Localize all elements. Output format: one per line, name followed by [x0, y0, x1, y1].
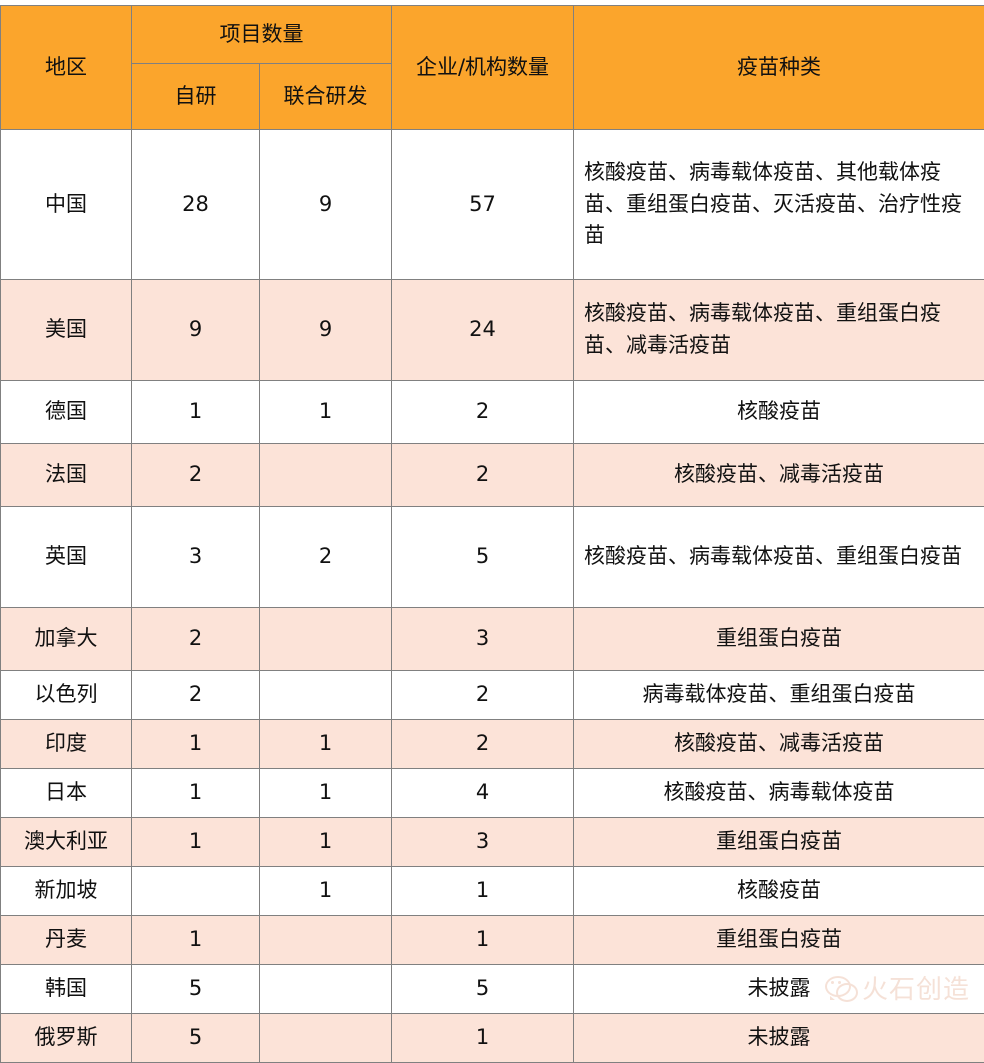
cell-self-developed: 2: [132, 608, 260, 671]
table-row: 法国 2 2 核酸疫苗、减毒活疫苗: [1, 444, 984, 507]
table-row: 美国 9 9 24 核酸疫苗、病毒载体疫苗、重组蛋白疫苗、减毒活疫苗: [1, 280, 984, 381]
cell-joint-developed: [260, 916, 392, 965]
cell-self-developed: 1: [132, 916, 260, 965]
table-row: 德国 1 1 2 核酸疫苗: [1, 381, 984, 444]
header-row-top: 地区 项目数量 企业/机构数量 疫苗种类: [1, 6, 984, 64]
cell-self-developed: 5: [132, 965, 260, 1014]
column-header-vaccine-types: 疫苗种类: [574, 6, 984, 130]
table-row: 俄罗斯 5 1 未披露: [1, 1014, 984, 1063]
column-header-joint-developed: 联合研发: [260, 64, 392, 130]
cell-vaccine-types: 核酸疫苗、病毒载体疫苗、重组蛋白疫苗、减毒活疫苗: [574, 280, 984, 381]
cell-org-count: 5: [392, 965, 574, 1014]
cell-region: 加拿大: [1, 608, 132, 671]
cell-vaccine-types: 未披露: [574, 965, 984, 1014]
cell-region: 澳大利亚: [1, 818, 132, 867]
cell-org-count: 57: [392, 130, 574, 280]
cell-region: 韩国: [1, 965, 132, 1014]
cell-joint-developed: 2: [260, 507, 392, 608]
cell-region: 俄罗斯: [1, 1014, 132, 1063]
table-row: 韩国 5 5 未披露: [1, 965, 984, 1014]
cell-joint-developed: 1: [260, 818, 392, 867]
cell-vaccine-types: 核酸疫苗、病毒载体疫苗、其他载体疫苗、重组蛋白疫苗、灭活疫苗、治疗性疫苗: [574, 130, 984, 280]
cell-self-developed: 1: [132, 720, 260, 769]
cell-org-count: 2: [392, 720, 574, 769]
cell-region: 印度: [1, 720, 132, 769]
table-row: 日本 1 1 4 核酸疫苗、病毒载体疫苗: [1, 769, 984, 818]
cell-self-developed: 1: [132, 818, 260, 867]
cell-org-count: 1: [392, 867, 574, 916]
vaccine-statistics-table: 地区 项目数量 企业/机构数量 疫苗种类 自研 联合研发 中国 28 9 57 …: [0, 5, 984, 1063]
cell-region: 丹麦: [1, 916, 132, 965]
cell-region: 德国: [1, 381, 132, 444]
cell-vaccine-types: 核酸疫苗: [574, 381, 984, 444]
column-header-self-developed: 自研: [132, 64, 260, 130]
cell-joint-developed: 1: [260, 867, 392, 916]
table-row: 印度 1 1 2 核酸疫苗、减毒活疫苗: [1, 720, 984, 769]
cell-self-developed: 2: [132, 444, 260, 507]
cell-org-count: 2: [392, 381, 574, 444]
table-header: 地区 项目数量 企业/机构数量 疫苗种类 自研 联合研发: [1, 6, 984, 130]
cell-vaccine-types: 核酸疫苗、病毒载体疫苗: [574, 769, 984, 818]
cell-region: 美国: [1, 280, 132, 381]
cell-self-developed: 2: [132, 671, 260, 720]
cell-region: 以色列: [1, 671, 132, 720]
table-row: 加拿大 2 3 重组蛋白疫苗: [1, 608, 984, 671]
table-row: 新加坡 1 1 核酸疫苗: [1, 867, 984, 916]
cell-self-developed: 5: [132, 1014, 260, 1063]
cell-joint-developed: [260, 965, 392, 1014]
vaccine-table-container: 地区 项目数量 企业/机构数量 疫苗种类 自研 联合研发 中国 28 9 57 …: [0, 0, 984, 1028]
cell-org-count: 2: [392, 444, 574, 507]
cell-vaccine-types: 未披露: [574, 1014, 984, 1063]
column-header-org-count: 企业/机构数量: [392, 6, 574, 130]
cell-self-developed: 28: [132, 130, 260, 280]
cell-region: 新加坡: [1, 867, 132, 916]
table-row: 澳大利亚 1 1 3 重组蛋白疫苗: [1, 818, 984, 867]
cell-joint-developed: 1: [260, 381, 392, 444]
cell-vaccine-types: 核酸疫苗: [574, 867, 984, 916]
cell-org-count: 2: [392, 671, 574, 720]
table-row: 丹麦 1 1 重组蛋白疫苗: [1, 916, 984, 965]
cell-region: 法国: [1, 444, 132, 507]
cell-self-developed: 1: [132, 381, 260, 444]
cell-self-developed: [132, 867, 260, 916]
cell-vaccine-types: 重组蛋白疫苗: [574, 608, 984, 671]
cell-self-developed: 9: [132, 280, 260, 381]
cell-joint-developed: [260, 444, 392, 507]
cell-self-developed: 3: [132, 507, 260, 608]
column-header-region: 地区: [1, 6, 132, 130]
cell-org-count: 3: [392, 608, 574, 671]
cell-org-count: 1: [392, 1014, 574, 1063]
table-row: 中国 28 9 57 核酸疫苗、病毒载体疫苗、其他载体疫苗、重组蛋白疫苗、灭活疫…: [1, 130, 984, 280]
cell-vaccine-types: 核酸疫苗、减毒活疫苗: [574, 444, 984, 507]
table-row: 以色列 2 2 病毒载体疫苗、重组蛋白疫苗: [1, 671, 984, 720]
cell-joint-developed: [260, 608, 392, 671]
cell-vaccine-types: 重组蛋白疫苗: [574, 916, 984, 965]
cell-joint-developed: [260, 1014, 392, 1063]
cell-org-count: 1: [392, 916, 574, 965]
cell-joint-developed: 9: [260, 130, 392, 280]
cell-joint-developed: [260, 671, 392, 720]
table-row: 英国 3 2 5 核酸疫苗、病毒载体疫苗、重组蛋白疫苗: [1, 507, 984, 608]
cell-region: 日本: [1, 769, 132, 818]
cell-org-count: 24: [392, 280, 574, 381]
cell-org-count: 4: [392, 769, 574, 818]
cell-joint-developed: 1: [260, 720, 392, 769]
cell-joint-developed: 9: [260, 280, 392, 381]
column-header-project-count-group: 项目数量: [132, 6, 392, 64]
cell-org-count: 3: [392, 818, 574, 867]
cell-org-count: 5: [392, 507, 574, 608]
table-body: 中国 28 9 57 核酸疫苗、病毒载体疫苗、其他载体疫苗、重组蛋白疫苗、灭活疫…: [1, 130, 984, 1063]
cell-self-developed: 1: [132, 769, 260, 818]
cell-vaccine-types: 核酸疫苗、病毒载体疫苗、重组蛋白疫苗: [574, 507, 984, 608]
cell-joint-developed: 1: [260, 769, 392, 818]
cell-vaccine-types: 重组蛋白疫苗: [574, 818, 984, 867]
cell-region: 中国: [1, 130, 132, 280]
cell-vaccine-types: 核酸疫苗、减毒活疫苗: [574, 720, 984, 769]
cell-vaccine-types: 病毒载体疫苗、重组蛋白疫苗: [574, 671, 984, 720]
cell-region: 英国: [1, 507, 132, 608]
